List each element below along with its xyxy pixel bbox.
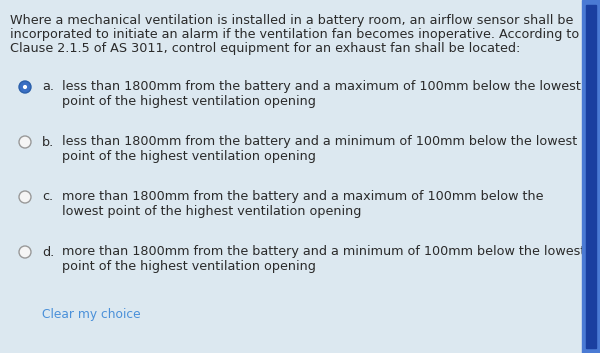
Text: c.: c. (42, 191, 53, 203)
Text: Where a mechanical ventilation is installed in a battery room, an airflow sensor: Where a mechanical ventilation is instal… (10, 14, 574, 27)
Text: more than 1800mm from the battery and a maximum of 100mm below the: more than 1800mm from the battery and a … (62, 190, 544, 203)
Circle shape (19, 136, 31, 148)
Circle shape (23, 85, 27, 89)
Bar (582, 0, 600, 353)
Text: point of the highest ventilation opening: point of the highest ventilation opening (62, 95, 316, 108)
Text: d.: d. (42, 245, 54, 258)
Text: a.: a. (42, 80, 54, 94)
Text: point of the highest ventilation opening: point of the highest ventilation opening (62, 260, 316, 273)
Bar (586, 5, 596, 348)
Text: Clause 2.1.5 of AS 3011, control equipment for an exhaust fan shall be located:: Clause 2.1.5 of AS 3011, control equipme… (10, 42, 520, 55)
Text: point of the highest ventilation opening: point of the highest ventilation opening (62, 150, 316, 163)
Text: more than 1800mm from the battery and a minimum of 100mm below the lowest: more than 1800mm from the battery and a … (62, 245, 586, 258)
Circle shape (19, 246, 31, 258)
Circle shape (19, 191, 31, 203)
Text: lowest point of the highest ventilation opening: lowest point of the highest ventilation … (62, 205, 361, 218)
Text: Clear my choice: Clear my choice (42, 308, 140, 321)
Circle shape (19, 81, 31, 93)
Text: less than 1800mm from the battery and a maximum of 100mm below the lowest: less than 1800mm from the battery and a … (62, 80, 581, 93)
Text: incorporated to initiate an alarm if the ventilation fan becomes inoperative. Ac: incorporated to initiate an alarm if the… (10, 28, 579, 41)
Text: b.: b. (42, 136, 54, 149)
Text: less than 1800mm from the battery and a minimum of 100mm below the lowest: less than 1800mm from the battery and a … (62, 135, 577, 148)
